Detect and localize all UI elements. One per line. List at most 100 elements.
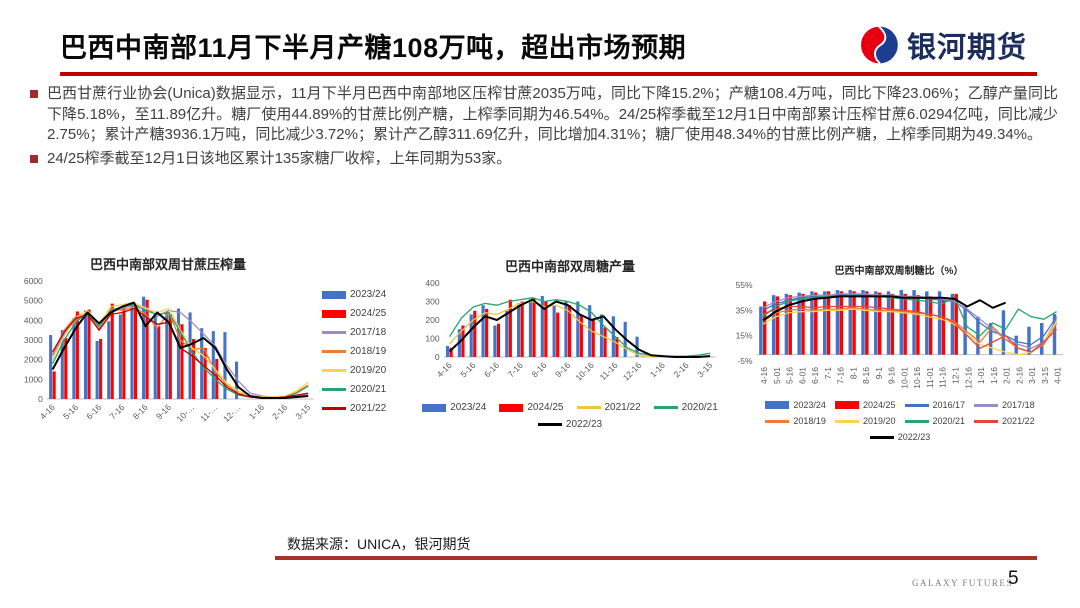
bar (49, 335, 53, 399)
line-series (762, 307, 1058, 353)
legend-label: 2024/25 (350, 308, 387, 319)
legend-item: 2021/22 (974, 416, 1035, 426)
x-tick-label: 3-15 (695, 360, 714, 379)
x-tick-label: 11-… (198, 402, 219, 423)
chart-sugar-production: 巴西中南部双周糖产量 0 100 200 300 400 4-16 5-16 6-16 7-16… (420, 256, 720, 430)
line-series (51, 301, 309, 399)
bar (603, 327, 607, 357)
legend-label: 2023/24 (350, 289, 387, 300)
bar (826, 291, 831, 355)
y-tick-label: 200 (425, 315, 439, 325)
x-tick-label: 2-16 (270, 402, 289, 421)
bar (99, 339, 103, 399)
bar (107, 321, 111, 399)
bar (976, 316, 980, 355)
x-tick-label: 7-16 (836, 367, 846, 384)
legend-line-swatch-icon (322, 407, 346, 410)
bar (481, 305, 485, 357)
x-tick-label: 6-16 (84, 402, 103, 421)
bar (759, 306, 763, 355)
y-tick-label: 100 (425, 334, 439, 344)
legend-label: 2021/22 (604, 402, 641, 413)
bar (532, 297, 536, 357)
chart-title: 巴西中南部双周甘蔗压榨量 (89, 257, 246, 272)
bar (552, 305, 556, 357)
bar (72, 318, 76, 399)
bar (937, 291, 942, 355)
x-tick-label: 9-16 (887, 367, 897, 384)
bar (469, 314, 473, 357)
x-tick-label: 7-16 (107, 402, 126, 421)
bullet-text: 巴西甘蔗行业协会(Unica)数据显示，11月下半月巴西中南部地区压榨甘蔗203… (47, 85, 1058, 144)
legend-item: 2020/21 (653, 402, 718, 413)
legend-label: 2020/21 (350, 384, 387, 395)
y-tick-label: 0 (435, 352, 440, 362)
legend-line-swatch-icon (322, 369, 346, 372)
bar (544, 301, 548, 357)
legend-label: 2021/22 (350, 403, 387, 414)
legend-line-swatch-icon (974, 403, 999, 407)
bar (461, 325, 465, 357)
bar (157, 326, 161, 399)
y-tick-label: 2000 (24, 355, 43, 365)
chart-legend: 2023/24 2024/25 2021/22 2020/21 2022/23 (420, 402, 720, 430)
legend-bar-swatch-icon (422, 403, 447, 412)
bar (192, 339, 196, 399)
bar (118, 314, 122, 399)
bar (52, 371, 56, 399)
y-tick-label: -5% (737, 356, 753, 366)
legend-bar-swatch-icon (765, 401, 790, 409)
x-tick-label: 4-16 (435, 360, 454, 379)
x-tick-label: 12-16 (621, 360, 644, 383)
y-tick-label: 300 (425, 297, 439, 307)
y-tick-label: 6000 (24, 276, 43, 286)
legend-label: 2017/18 (1002, 400, 1035, 410)
legend-line-swatch-icon (869, 435, 894, 439)
x-tick-label: 4-01 (1053, 367, 1063, 384)
chart-legend: 2023/24 2024/25 2017/18 2018/19 2019/20 2020/… (322, 289, 386, 414)
bar (130, 302, 134, 399)
title-underline (60, 72, 1037, 76)
bar (473, 310, 477, 357)
y-tick-label: 4000 (24, 315, 43, 325)
x-tick-label: 8-1 (848, 367, 858, 380)
bullet-square-icon (30, 155, 38, 164)
y-tick-label: 0 (38, 394, 43, 404)
bar (567, 305, 572, 357)
bar (848, 290, 852, 355)
bar (176, 308, 180, 399)
x-tick-label: 9-16 (553, 360, 572, 379)
legend-line-swatch-icon (834, 419, 859, 423)
sugar-production-plot: 0 100 200 300 400 4-16 5-16 6-16 7-16 8-16 9-16 10-… (420, 277, 720, 398)
x-tick-label: 10-16 (573, 360, 596, 383)
bar (615, 337, 619, 357)
bar (168, 314, 172, 399)
bar (861, 290, 865, 355)
bar (852, 291, 856, 355)
x-tick-label: 6-01 (797, 367, 807, 384)
bar (912, 290, 916, 355)
legend-item: 2022/23 (537, 419, 602, 430)
bar (1027, 326, 1031, 355)
legend-item: 2021/22 (576, 402, 641, 413)
data-source-note: 数据来源：UNICA，银河期货 (287, 536, 471, 552)
line-series (448, 297, 711, 357)
line-series (762, 293, 1058, 349)
bar (203, 347, 207, 399)
legend-item: 2020/21 (904, 416, 965, 426)
line-series (762, 295, 1006, 322)
bar (877, 292, 882, 355)
bar (886, 291, 891, 355)
x-tick-label: 4-16 (38, 402, 57, 421)
bar (1001, 310, 1006, 355)
bar (211, 331, 215, 399)
x-tick-label: 10-16 (912, 367, 922, 389)
x-tick-label: 8-16 (529, 360, 548, 379)
x-tick-label: 2-16 (1014, 367, 1024, 384)
x-tick-label: 7-16 (506, 360, 525, 379)
bar (87, 309, 91, 399)
bar (928, 296, 933, 355)
chart-title: 巴西中南部双周制糖比（%） (834, 266, 964, 277)
bar (528, 299, 533, 357)
x-tick-label: 5-01 (772, 367, 782, 384)
